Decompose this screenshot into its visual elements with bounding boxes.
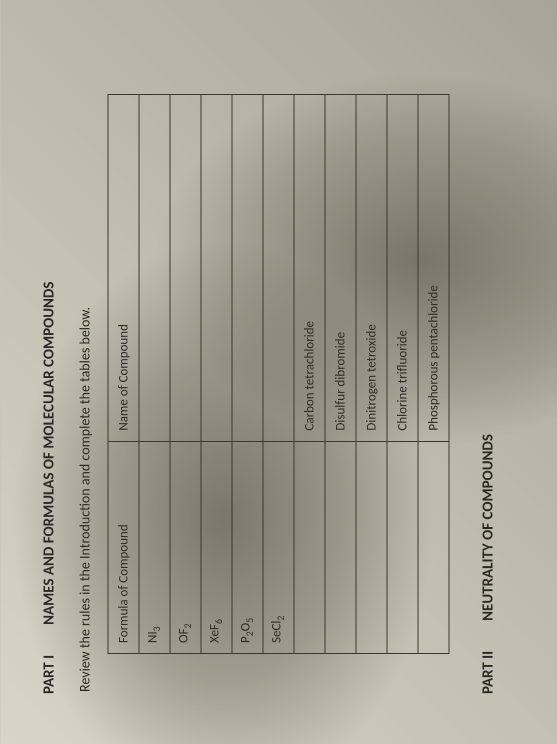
- cell-name: Disulfur dibromide: [325, 95, 356, 442]
- cell-formula: NI3: [139, 441, 170, 653]
- table-header-row: Formula of Compound Name of Compound: [108, 95, 139, 654]
- table-row: P2O5: [232, 95, 263, 654]
- table-row: Disulfur dibromide: [325, 95, 356, 654]
- table-row: XeF6: [201, 95, 232, 654]
- header-name: Name of Compound: [108, 95, 139, 442]
- table-row: Dinitrogen tetroxide: [356, 95, 387, 654]
- cell-name: Phosphorous pentachloride: [418, 95, 449, 442]
- compounds-table: Formula of Compound Name of Compound NI3…: [107, 94, 449, 654]
- table-row: NI3: [139, 95, 170, 654]
- cell-formula: [325, 441, 356, 653]
- cell-formula: XeF6: [201, 441, 232, 653]
- cell-formula: [418, 441, 449, 653]
- cell-name: [232, 95, 263, 442]
- header-formula: Formula of Compound: [108, 441, 139, 653]
- part2-header: PART II NEUTRALITY OF COMPOUNDS: [479, 50, 497, 694]
- table-row: Carbon tetrachloride: [294, 95, 325, 654]
- cell-name: [170, 95, 201, 442]
- cell-name: [139, 95, 170, 442]
- table-row: SeCl2: [263, 95, 294, 654]
- table-row: OF2: [170, 95, 201, 654]
- part1-instruction: Review the rules in the Introduction and…: [76, 50, 93, 692]
- cell-name: Chlorine trifluoride: [387, 95, 418, 442]
- table-row: Chlorine trifluoride: [387, 95, 418, 654]
- cell-name: [263, 95, 294, 442]
- cell-formula: [294, 441, 325, 653]
- table-row: Phosphorous pentachloride: [418, 95, 449, 654]
- cell-name: [201, 95, 232, 442]
- cell-formula: P2O5: [232, 441, 263, 653]
- part2-title: NEUTRALITY OF COMPOUNDS: [479, 434, 497, 621]
- cell-formula: SeCl2: [263, 441, 294, 653]
- table-body: NI3 OF2 XeF6 P2O5 SeCl2 Carbon tetra: [139, 95, 449, 654]
- part1-label: PART I: [40, 655, 58, 694]
- cell-formula: [356, 441, 387, 653]
- cell-formula: OF2: [170, 441, 201, 653]
- cell-name: Carbon tetrachloride: [294, 95, 325, 442]
- part1-header: PART I NAMES AND FORMULAS OF MOLECULAR C…: [40, 50, 58, 694]
- part2-label: PART II: [479, 651, 497, 694]
- cell-name: Dinitrogen tetroxide: [356, 95, 387, 442]
- part1-title: NAMES AND FORMULAS OF MOLECULAR COMPOUND…: [40, 282, 58, 625]
- cell-formula: [387, 441, 418, 653]
- worksheet-page: PART I NAMES AND FORMULAS OF MOLECULAR C…: [0, 0, 557, 744]
